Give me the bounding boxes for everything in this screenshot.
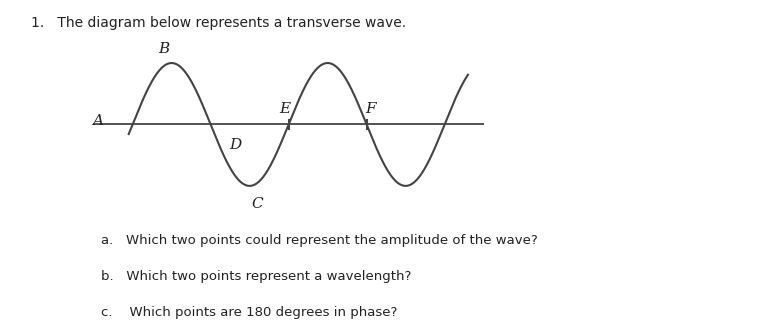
Text: c.    Which points are 180 degrees in phase?: c. Which points are 180 degrees in phase… xyxy=(101,306,398,319)
Text: 1.   The diagram below represents a transverse wave.: 1. The diagram below represents a transv… xyxy=(31,16,406,30)
Text: b.   Which two points represent a wavelength?: b. Which two points represent a waveleng… xyxy=(101,270,412,283)
Text: E: E xyxy=(279,102,290,116)
Text: D: D xyxy=(229,138,242,152)
Text: B: B xyxy=(158,42,169,56)
Text: a.   Which two points could represent the amplitude of the wave?: a. Which two points could represent the … xyxy=(101,234,538,247)
Text: C: C xyxy=(252,197,263,211)
Text: F: F xyxy=(365,102,376,116)
Text: A: A xyxy=(92,114,103,129)
